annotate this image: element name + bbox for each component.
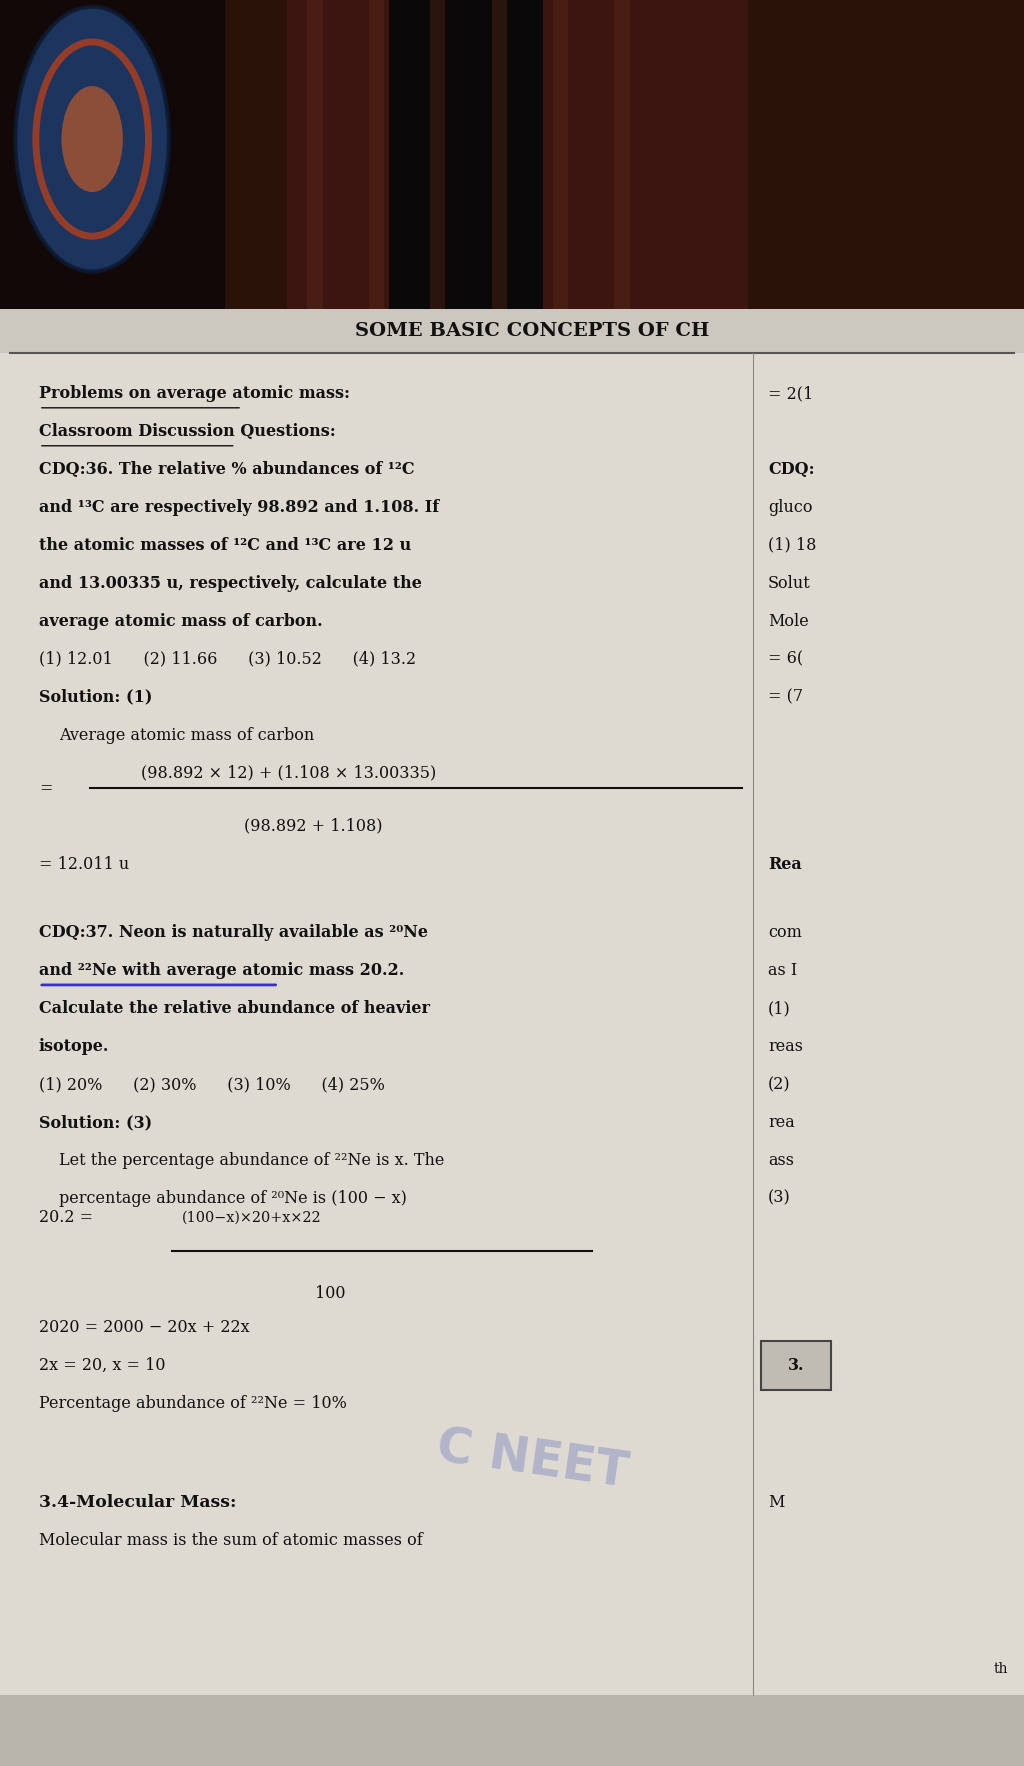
Text: Percentage abundance of ²²Ne = 10%: Percentage abundance of ²²Ne = 10%: [39, 1395, 347, 1411]
Text: 3.: 3.: [787, 1356, 805, 1374]
Circle shape: [15, 7, 169, 272]
Text: and ¹³C are respectively 98.892 and 1.108. If: and ¹³C are respectively 98.892 and 1.10…: [39, 498, 439, 516]
Text: gluco: gluco: [768, 498, 812, 516]
FancyBboxPatch shape: [0, 309, 1024, 353]
FancyBboxPatch shape: [614, 0, 630, 309]
Text: M: M: [768, 1494, 784, 1510]
Text: Let the percentage abundance of ²²Ne is x. The: Let the percentage abundance of ²²Ne is …: [59, 1151, 444, 1169]
Text: Average atomic mass of carbon: Average atomic mass of carbon: [59, 726, 314, 743]
Text: 2020 = 2000 − 20x + 22x: 2020 = 2000 − 20x + 22x: [39, 1319, 250, 1335]
FancyBboxPatch shape: [369, 0, 384, 309]
Text: Molecular mass is the sum of atomic masses of: Molecular mass is the sum of atomic mass…: [39, 1531, 423, 1549]
Text: Solution: (1): Solution: (1): [39, 689, 153, 706]
Text: 3.4-Molecular Mass:: 3.4-Molecular Mass:: [39, 1494, 237, 1510]
Text: SOME BASIC CONCEPTS OF CH: SOME BASIC CONCEPTS OF CH: [355, 321, 710, 341]
Text: = 6(: = 6(: [768, 650, 803, 668]
Text: C NEET: C NEET: [433, 1423, 632, 1498]
FancyBboxPatch shape: [0, 0, 225, 309]
FancyBboxPatch shape: [0, 353, 1024, 1695]
Text: the atomic masses of ¹²C and ¹³C are 12 u: the atomic masses of ¹²C and ¹³C are 12 …: [39, 537, 412, 555]
Text: ass: ass: [768, 1151, 794, 1169]
Text: 2x = 20, x = 10: 2x = 20, x = 10: [39, 1356, 166, 1374]
Text: = 2(1: = 2(1: [768, 385, 813, 403]
Text: (1) 20%      (2) 30%      (3) 10%      (4) 25%: (1) 20% (2) 30% (3) 10% (4) 25%: [39, 1075, 385, 1093]
Text: (1): (1): [768, 1000, 791, 1017]
FancyBboxPatch shape: [225, 0, 1024, 309]
Text: Solution: (3): Solution: (3): [39, 1114, 152, 1130]
Text: (2): (2): [768, 1075, 791, 1093]
Text: = (7: = (7: [768, 689, 803, 706]
Text: (1) 12.01      (2) 11.66      (3) 10.52      (4) 13.2: (1) 12.01 (2) 11.66 (3) 10.52 (4) 13.2: [39, 650, 416, 668]
FancyBboxPatch shape: [430, 0, 445, 309]
Text: (100−x)×20+x×22: (100−x)×20+x×22: [182, 1210, 322, 1224]
Text: Mole: Mole: [768, 613, 809, 630]
Text: as I: as I: [768, 962, 798, 978]
FancyBboxPatch shape: [0, 1695, 1024, 1766]
Text: isotope.: isotope.: [39, 1038, 110, 1054]
Text: and 13.00335 u, respectively, calculate the: and 13.00335 u, respectively, calculate …: [39, 574, 422, 592]
Text: CDQ:: CDQ:: [768, 461, 815, 479]
Text: (98.892 + 1.108): (98.892 + 1.108): [244, 818, 382, 835]
FancyBboxPatch shape: [553, 0, 568, 309]
Text: percentage abundance of ²⁰Ne is (100 − x): percentage abundance of ²⁰Ne is (100 − x…: [59, 1190, 408, 1206]
Text: 20.2 =: 20.2 =: [39, 1208, 98, 1226]
Text: average atomic mass of carbon.: average atomic mass of carbon.: [39, 613, 323, 630]
FancyBboxPatch shape: [492, 0, 507, 309]
FancyBboxPatch shape: [0, 0, 1024, 309]
Text: CDQ:36. The relative % abundances of ¹²C: CDQ:36. The relative % abundances of ¹²C: [39, 461, 415, 479]
Text: (1) 18: (1) 18: [768, 537, 816, 555]
Text: rea: rea: [768, 1114, 795, 1130]
Text: CDQ:37. Neon is naturally available as ²⁰Ne: CDQ:37. Neon is naturally available as ²…: [39, 924, 428, 941]
Text: com: com: [768, 924, 802, 941]
Text: Problems on average atomic mass:: Problems on average atomic mass:: [39, 385, 350, 403]
Text: th: th: [993, 1662, 1008, 1676]
Text: (3): (3): [768, 1190, 791, 1206]
Circle shape: [61, 87, 123, 192]
Text: =: =: [39, 781, 52, 796]
Text: Rea: Rea: [768, 857, 802, 872]
Text: Solut: Solut: [768, 574, 811, 592]
FancyBboxPatch shape: [761, 1340, 831, 1390]
Text: and ²²Ne with average atomic mass 20.2.: and ²²Ne with average atomic mass 20.2.: [39, 962, 404, 978]
Text: 100: 100: [315, 1284, 346, 1302]
Text: = 12.011 u: = 12.011 u: [39, 857, 129, 872]
Text: reas: reas: [768, 1038, 803, 1054]
FancyBboxPatch shape: [287, 0, 748, 309]
FancyBboxPatch shape: [389, 0, 543, 309]
Text: Classroom Discussion Questions:: Classroom Discussion Questions:: [39, 422, 336, 440]
FancyBboxPatch shape: [307, 0, 323, 309]
Text: (98.892 × 12) + (1.108 × 13.00335): (98.892 × 12) + (1.108 × 13.00335): [141, 765, 436, 782]
Text: Calculate the relative abundance of heavier: Calculate the relative abundance of heav…: [39, 1000, 430, 1017]
